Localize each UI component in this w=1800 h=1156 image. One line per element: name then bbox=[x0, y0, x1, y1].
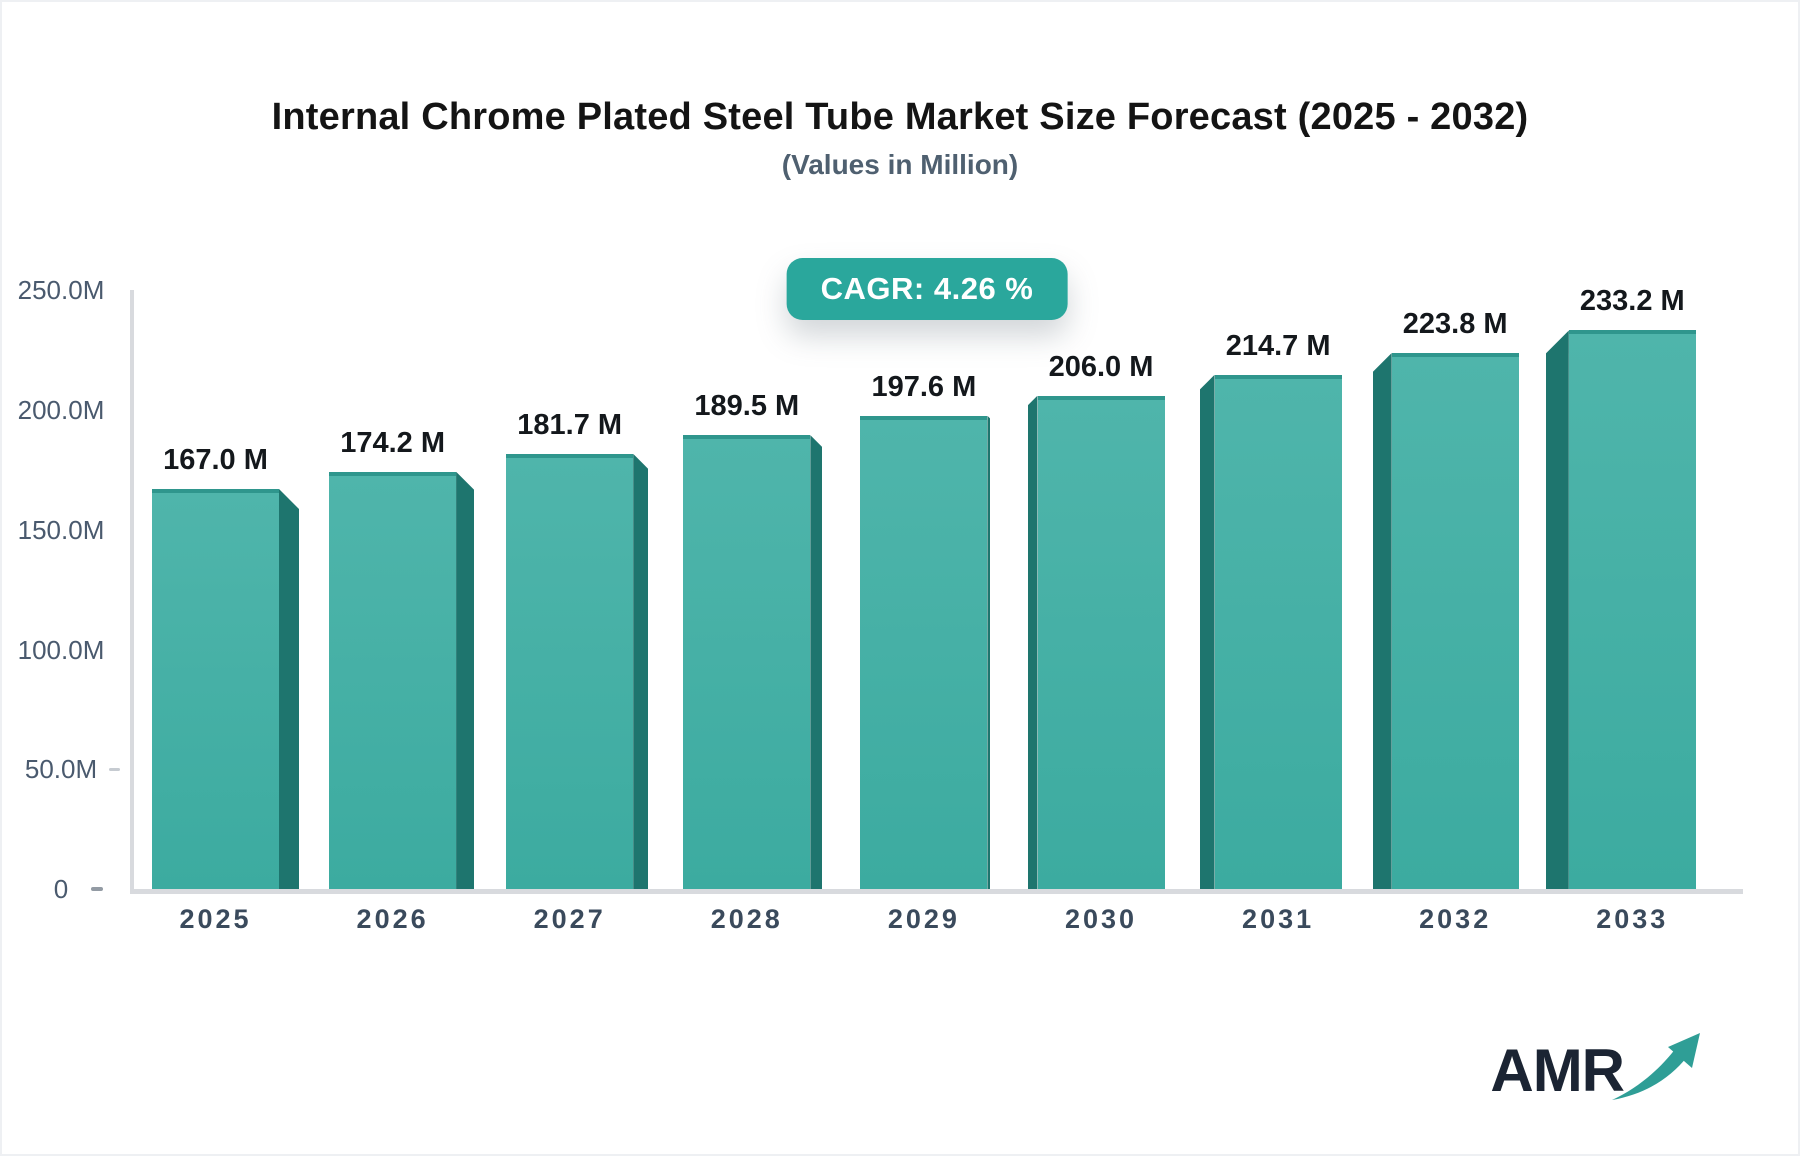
growth-arrow-icon bbox=[1612, 1033, 1700, 1100]
bar-value-label: 197.6 M bbox=[871, 370, 977, 403]
bar-value-label: 189.5 M bbox=[694, 390, 800, 423]
x-tick-label: 2028 bbox=[710, 904, 783, 934]
y-tick-mark bbox=[91, 887, 103, 891]
y-tick-label: 150.0M bbox=[17, 514, 105, 545]
bar bbox=[1037, 395, 1165, 889]
bar bbox=[1391, 352, 1519, 889]
x-tick-label: 2031 bbox=[1242, 904, 1315, 934]
bar-value-label: 223.8 M bbox=[1402, 307, 1508, 340]
bar-3d-side bbox=[279, 489, 299, 889]
x-axis-line bbox=[130, 889, 1743, 894]
y-tick-mark bbox=[109, 768, 120, 772]
amr-logo-text: AMR bbox=[1490, 1037, 1625, 1104]
bar-3d-side bbox=[456, 471, 475, 889]
bar-3d-side bbox=[633, 453, 649, 889]
bar bbox=[683, 435, 811, 889]
y-tick-label: 250.0M bbox=[17, 275, 105, 306]
amr-logo: AMR bbox=[1490, 1030, 1702, 1101]
x-tick-label: 2027 bbox=[533, 904, 606, 934]
x-tick-label: 2033 bbox=[1596, 904, 1669, 934]
x-tick-label: 2025 bbox=[179, 904, 252, 934]
bar-3d-side bbox=[1027, 395, 1038, 889]
x-tick-label: 2030 bbox=[1064, 904, 1138, 934]
bar-value-label: 174.2 M bbox=[340, 426, 445, 459]
bar bbox=[506, 453, 634, 889]
bar bbox=[1568, 330, 1696, 889]
y-axis-line bbox=[130, 290, 134, 893]
y-tick-label: 100.0M bbox=[17, 634, 105, 665]
bar bbox=[329, 471, 457, 889]
x-tick-label: 2026 bbox=[356, 904, 429, 934]
bar-value-label: 167.0 M bbox=[163, 444, 268, 477]
x-tick-label: 2029 bbox=[887, 904, 960, 934]
bar-value-label: 206.0 M bbox=[1048, 350, 1154, 383]
cagr-badge: CAGR: 4.26 % bbox=[786, 258, 1068, 320]
chart-title: Internal Chrome Plated Steel Tube Market… bbox=[271, 96, 1529, 138]
bar bbox=[860, 415, 988, 889]
y-tick-label: 50.0M bbox=[24, 754, 98, 785]
bar-value-label: 181.7 M bbox=[517, 408, 623, 441]
chart-subtitle: (Values in Million) bbox=[781, 149, 1019, 180]
bar bbox=[1214, 374, 1342, 889]
y-tick-label: 0 bbox=[53, 874, 69, 904]
y-tick-label: 200.0M bbox=[17, 395, 105, 425]
bar-3d-side bbox=[1372, 352, 1392, 889]
bar-3d-side bbox=[987, 415, 991, 889]
bar-3d-side bbox=[810, 435, 823, 889]
x-tick-label: 2032 bbox=[1419, 904, 1492, 934]
bar-value-label: 214.7 M bbox=[1225, 329, 1331, 362]
bar-3d-side bbox=[1199, 374, 1215, 889]
bar-value-label: 233.2 M bbox=[1579, 285, 1685, 318]
bar bbox=[152, 489, 279, 889]
bar-3d-side bbox=[1545, 330, 1569, 889]
